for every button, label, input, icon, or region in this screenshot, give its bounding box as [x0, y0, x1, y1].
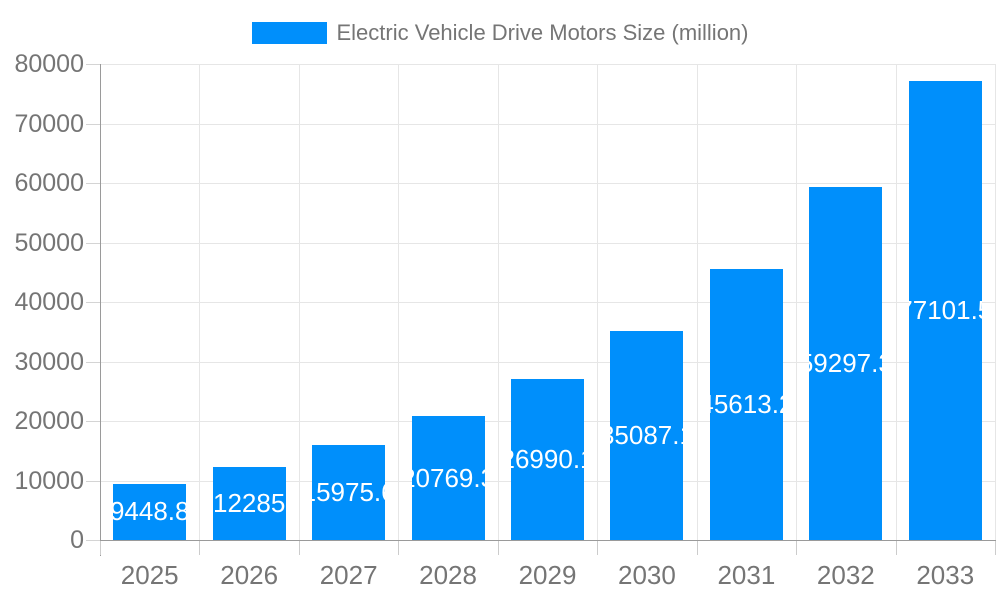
y-axis-tick-label: 60000	[14, 169, 84, 197]
x-axis-category-label: 2033	[916, 560, 975, 590]
y-axis-tick-label: 0	[70, 526, 84, 554]
bar-2031[interactable]: 45613.2	[709, 268, 783, 540]
bar-2028[interactable]: 20769.3	[411, 416, 485, 540]
x-axis-tick	[497, 541, 499, 555]
x-axis-tick	[597, 541, 599, 555]
y-axis-tick	[86, 302, 100, 303]
y-axis-tick	[86, 64, 100, 65]
x-axis-tick	[100, 541, 101, 555]
legend-label: Electric Vehicle Drive Motors Size (mill…	[336, 20, 749, 45]
h-gridline	[100, 123, 995, 125]
legend[interactable]: Electric Vehicle Drive Motors Size (mill…	[0, 20, 1000, 46]
bar-value-label: 12285	[213, 487, 286, 518]
y-axis-tick	[86, 361, 100, 363]
x-axis-tick	[696, 541, 698, 555]
bar-value-label: 35087.1	[610, 420, 683, 451]
v-gridline	[895, 64, 897, 540]
x-axis-tick	[398, 541, 400, 555]
x-axis-line	[100, 540, 996, 541]
y-axis-tick-label: 80000	[14, 50, 84, 78]
bar-2025[interactable]: 9448.8	[113, 483, 187, 540]
bar-value-label: 9448.8	[113, 496, 187, 527]
y-axis-tick-label: 30000	[14, 347, 84, 376]
x-axis-category-label: 2026	[220, 560, 279, 590]
y-axis-tick	[86, 421, 100, 422]
bar-2030[interactable]: 35087.1	[610, 331, 684, 540]
bar-2029[interactable]: 26990.1	[511, 379, 584, 540]
x-axis-category-label: 2027	[319, 560, 378, 590]
x-axis-tick	[895, 541, 897, 555]
bar-value-label: 77101.5	[909, 295, 982, 326]
x-axis-category-label: 2029	[518, 560, 577, 590]
bar-value-label: 20769.3	[412, 462, 485, 493]
y-axis-tick-label: 40000	[14, 288, 84, 316]
y-axis-tick	[86, 183, 100, 184]
x-axis-category-label: 2031	[717, 560, 776, 590]
y-axis-tick	[86, 480, 100, 482]
v-gridline	[398, 64, 400, 540]
y-axis-tick-label: 50000	[14, 228, 84, 257]
bar-value-label: 45613.2	[710, 388, 783, 419]
x-axis-category-label: 2025	[120, 560, 179, 590]
y-axis-line	[100, 64, 101, 556]
v-gridline	[298, 64, 300, 540]
x-axis-tick	[199, 541, 201, 555]
h-gridline	[100, 183, 995, 184]
y-axis-tick-label: 70000	[14, 109, 84, 138]
legend-swatch-icon[interactable]	[251, 22, 327, 44]
x-axis-category-label: 2028	[419, 560, 477, 590]
h-gridline	[100, 64, 995, 65]
y-axis-tick-label: 20000	[14, 407, 84, 435]
bar-2033[interactable]: 77101.5	[908, 81, 982, 540]
h-gridline	[100, 361, 995, 363]
bar-value-label: 26990.1	[511, 444, 584, 475]
v-gridline	[995, 64, 996, 540]
bar-value-label: 59297.3	[809, 348, 882, 379]
h-gridline	[100, 242, 995, 244]
v-gridline	[497, 64, 499, 540]
x-axis-tick	[796, 541, 798, 555]
bar-2027[interactable]: 15975.6	[312, 444, 386, 540]
bar-2032[interactable]: 59297.3	[809, 187, 883, 540]
h-gridline	[100, 302, 995, 303]
y-axis-tick	[86, 242, 100, 244]
x-axis-category-label: 2030	[618, 560, 676, 590]
x-axis-tick	[298, 541, 300, 555]
y-axis-tick-label: 10000	[14, 466, 84, 495]
x-axis-tick	[995, 541, 996, 555]
bar-2026[interactable]: 12285	[212, 466, 286, 540]
v-gridline	[597, 64, 599, 540]
y-axis-tick	[86, 540, 100, 541]
y-axis-tick	[86, 123, 100, 125]
v-gridline	[796, 64, 798, 540]
x-axis-category-label: 2032	[816, 560, 875, 590]
bar-value-label: 15975.6	[312, 476, 385, 507]
plot-area: 9448.8 12285 15975.6 20769.3 26990.1 35087.1 4…	[100, 64, 996, 540]
v-gridline	[199, 64, 201, 540]
v-gridline	[696, 64, 698, 540]
